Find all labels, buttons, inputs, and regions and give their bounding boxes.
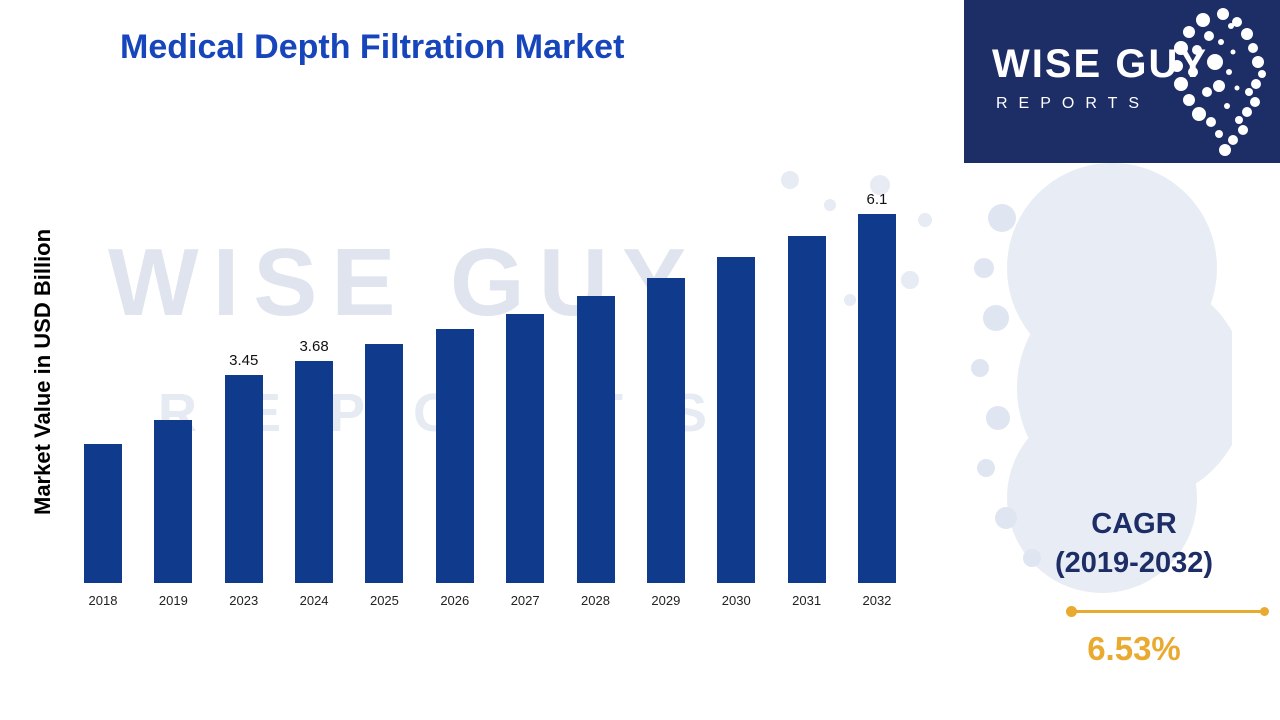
brand-logo: WISE GUY REPORTS <box>964 0 1280 163</box>
bar <box>506 314 545 583</box>
bar <box>435 329 474 583</box>
x-axis-tick-label: 2027 <box>510 593 540 608</box>
bar-value-label: 6.1 <box>866 191 888 208</box>
cagr-label: CAGR <box>1091 508 1177 540</box>
x-axis-tick-label: 2029 <box>651 593 681 608</box>
bar-column-2023: 3.45 2023 <box>224 160 263 608</box>
x-axis-tick-label: 2019 <box>158 593 188 608</box>
bar <box>295 361 334 583</box>
x-axis-tick-label: 2026 <box>440 593 470 608</box>
divider-dot-right <box>1260 607 1269 616</box>
bar-value-label: 3.45 <box>229 352 259 369</box>
bar <box>154 420 193 583</box>
x-axis-tick-label: 2030 <box>721 593 751 608</box>
bar-column-2028: 2028 <box>576 160 615 608</box>
cagr-range: (2019-2032) <box>1055 547 1213 580</box>
cagr-divider-line <box>1066 606 1269 617</box>
x-axis-tick-label: 2025 <box>369 593 399 608</box>
logo-face-icon <box>1171 8 1266 156</box>
bar <box>646 278 685 583</box>
bar-column-2024: 3.68 2024 <box>295 160 334 608</box>
bar-column-2026: 2026 <box>435 160 474 608</box>
logo-subtitle: REPORTS <box>996 95 1151 112</box>
page-title: Medical Depth Filtration Market <box>120 28 625 66</box>
bar <box>717 257 756 583</box>
x-axis-tick-label: 2032 <box>862 593 892 608</box>
x-axis-tick-label: 2028 <box>581 593 610 608</box>
y-axis-label: Market Value in USD Billion <box>30 228 55 515</box>
x-axis-tick-label: 2031 <box>792 593 822 608</box>
bar-column-2018: 2018 <box>84 160 122 608</box>
x-axis-tick-label: 2023 <box>229 593 259 608</box>
bar-column-2025: 2025 <box>365 160 404 608</box>
bar <box>224 375 263 583</box>
bar-column-2032: 6.1 2032 <box>857 160 896 608</box>
bar <box>365 344 404 583</box>
logo-wordmark: WISE GUY <box>992 42 1209 86</box>
divider-dot-left <box>1066 606 1077 617</box>
bar-column-2031: 2031 <box>787 160 826 608</box>
bar-chart: 2018 2019 3.45 2023 3.68 2024 2025 2026 2027 2028… <box>84 160 896 608</box>
cagr-value: 6.53% <box>1087 630 1181 667</box>
x-axis-tick-label: 2024 <box>299 593 329 608</box>
bar-column-2027: 2027 <box>506 160 545 608</box>
bar-column-2019: 2019 <box>154 160 193 608</box>
bar <box>576 296 615 583</box>
bar <box>857 214 896 583</box>
bar-value-label: 3.68 <box>299 338 329 355</box>
bar-column-2030: 2030 <box>717 160 756 608</box>
bar <box>84 444 122 583</box>
cagr-block: CAGR (2019-2032) <box>1000 505 1268 583</box>
bar-column-2029: 2029 <box>646 160 685 608</box>
x-axis-tick-label: 2018 <box>88 593 118 608</box>
bar <box>787 236 826 583</box>
